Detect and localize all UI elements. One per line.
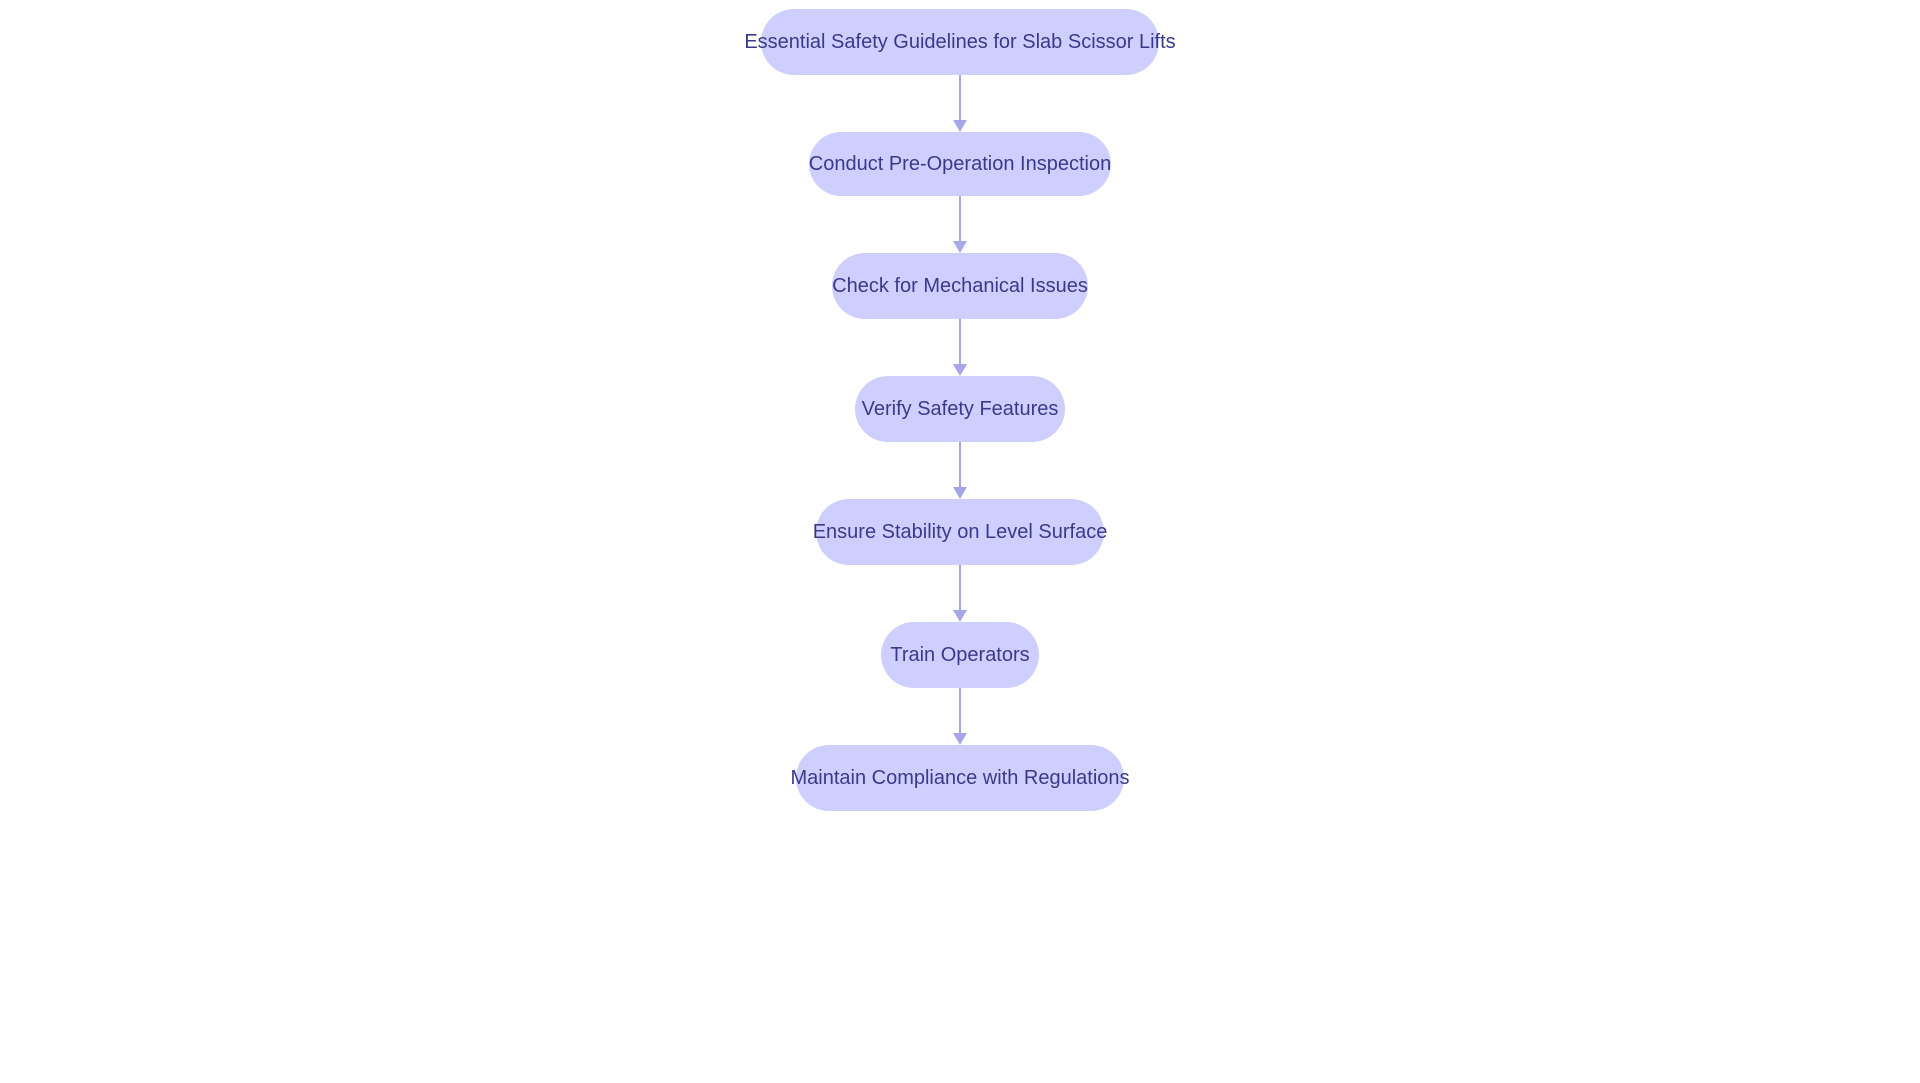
flowchart-container: Essential Safety Guidelines for Slab Sci… [761, 9, 1159, 811]
arrow-line [959, 75, 961, 120]
flow-arrow [953, 442, 967, 499]
flow-node-label: Verify Safety Features [862, 396, 1059, 422]
flow-node-label: Ensure Stability on Level Surface [813, 519, 1108, 545]
flow-node: Check for Mechanical Issues [832, 253, 1088, 319]
arrow-head-icon [953, 733, 967, 745]
flow-node: Essential Safety Guidelines for Slab Sci… [761, 9, 1159, 75]
arrow-head-icon [953, 364, 967, 376]
arrow-line [959, 196, 961, 241]
flow-node: Conduct Pre-Operation Inspection [809, 132, 1111, 196]
flow-arrow [953, 688, 967, 745]
flow-node-label: Check for Mechanical Issues [832, 273, 1088, 299]
flow-arrow [953, 196, 967, 253]
flow-arrow [953, 75, 967, 132]
arrow-line [959, 442, 961, 487]
arrow-line [959, 565, 961, 610]
arrow-line [959, 319, 961, 364]
arrow-head-icon [953, 241, 967, 253]
flow-node: Ensure Stability on Level Surface [816, 499, 1104, 565]
arrow-head-icon [953, 610, 967, 622]
flow-node: Maintain Compliance with Regulations [796, 745, 1124, 811]
flow-arrow [953, 565, 967, 622]
arrow-head-icon [953, 120, 967, 132]
flow-node-label: Conduct Pre-Operation Inspection [809, 151, 1111, 177]
flow-node: Verify Safety Features [855, 376, 1065, 442]
flow-node-label: Maintain Compliance with Regulations [790, 765, 1129, 791]
flow-node: Train Operators [881, 622, 1039, 688]
arrow-head-icon [953, 487, 967, 499]
flow-node-label: Essential Safety Guidelines for Slab Sci… [744, 29, 1175, 55]
flow-arrow [953, 319, 967, 376]
arrow-line [959, 688, 961, 733]
flow-node-label: Train Operators [890, 642, 1029, 668]
